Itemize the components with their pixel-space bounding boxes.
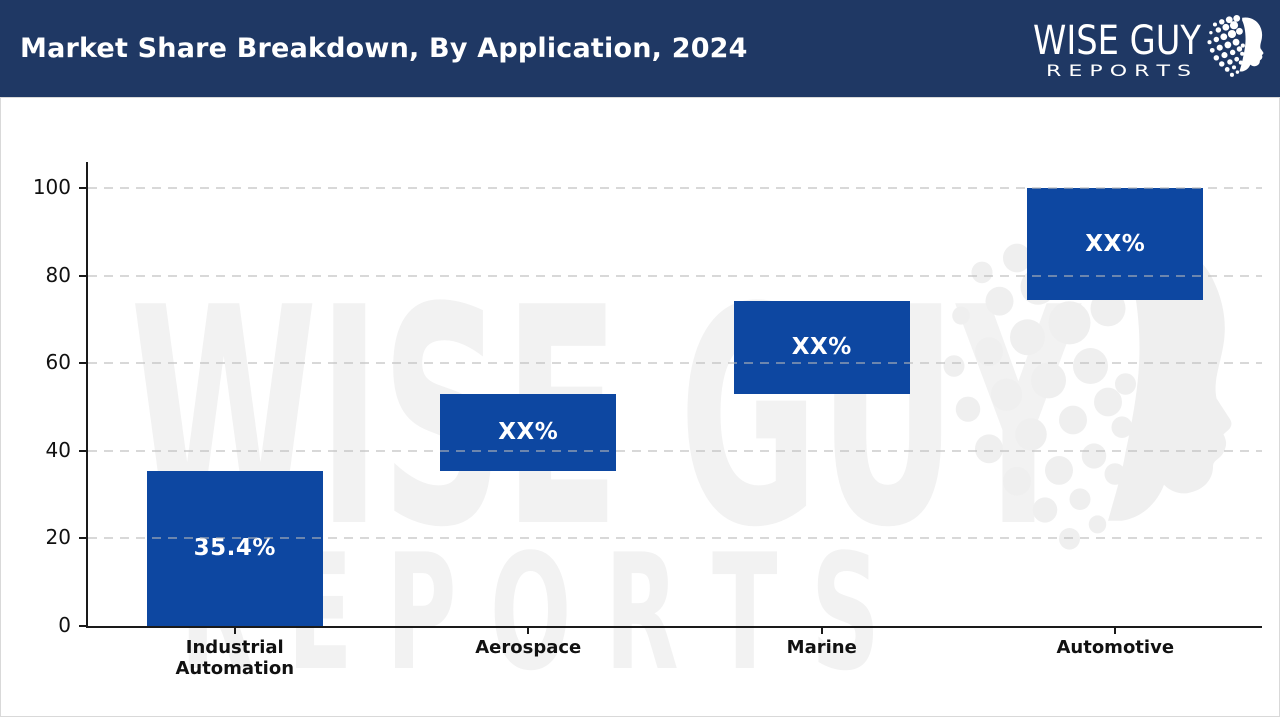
x-tick	[820, 628, 823, 634]
y-tick-label: 60	[45, 350, 71, 375]
x-axis-label: Marine	[786, 637, 857, 658]
brand-name-text: WISE GUY	[1033, 18, 1201, 64]
x-axis-label: Automotive	[1056, 637, 1175, 658]
bar-value-label: XX%	[498, 419, 559, 446]
y-tick	[79, 362, 87, 365]
y-tick	[79, 274, 87, 277]
y-axis	[86, 162, 88, 628]
bar-value-label: XX%	[1085, 231, 1146, 258]
gridline-40	[88, 449, 1262, 452]
bar-value-label: 35.4%	[193, 535, 276, 562]
brand-wordmark: WISE GUY R E P O R T S	[1033, 18, 1201, 80]
y-tick-label: 100	[32, 175, 71, 199]
x-axis-label: Aerospace	[475, 637, 582, 658]
x-tick	[1114, 628, 1117, 634]
y-tick	[79, 625, 87, 627]
x-axis	[86, 626, 1262, 628]
y-tick	[79, 187, 87, 189]
y-tick-label: 40	[45, 437, 71, 462]
bar-marine: XX%	[733, 300, 910, 394]
y-tick-label: 0	[58, 613, 71, 637]
bar-industrial-automation: 35.4%	[146, 470, 323, 626]
brand-sub-text: R E P O R T S	[1046, 61, 1191, 80]
bar-value-label: XX%	[791, 334, 852, 361]
header-bar: Market Share Breakdown, By Application, …	[0, 0, 1280, 97]
y-tick	[79, 537, 87, 540]
gridline-20	[88, 537, 1262, 540]
gridline-80	[88, 274, 1262, 277]
brand-face-icon	[1200, 8, 1268, 90]
gridline-60	[88, 362, 1262, 365]
y-tick-label: 20	[45, 525, 71, 550]
x-tick	[527, 628, 530, 634]
y-tick	[79, 449, 87, 452]
page-title: Market Share Breakdown, By Application, …	[20, 33, 748, 64]
x-axis-label: Industrial Automation	[175, 637, 295, 679]
gridline-100	[88, 187, 1262, 189]
bar-aerospace: XX%	[440, 393, 617, 471]
bar-automotive: XX%	[1027, 188, 1204, 301]
y-tick-label: 80	[45, 262, 71, 287]
x-tick	[233, 628, 236, 634]
brand-logo: WISE GUY R E P O R T S	[1028, 6, 1268, 92]
